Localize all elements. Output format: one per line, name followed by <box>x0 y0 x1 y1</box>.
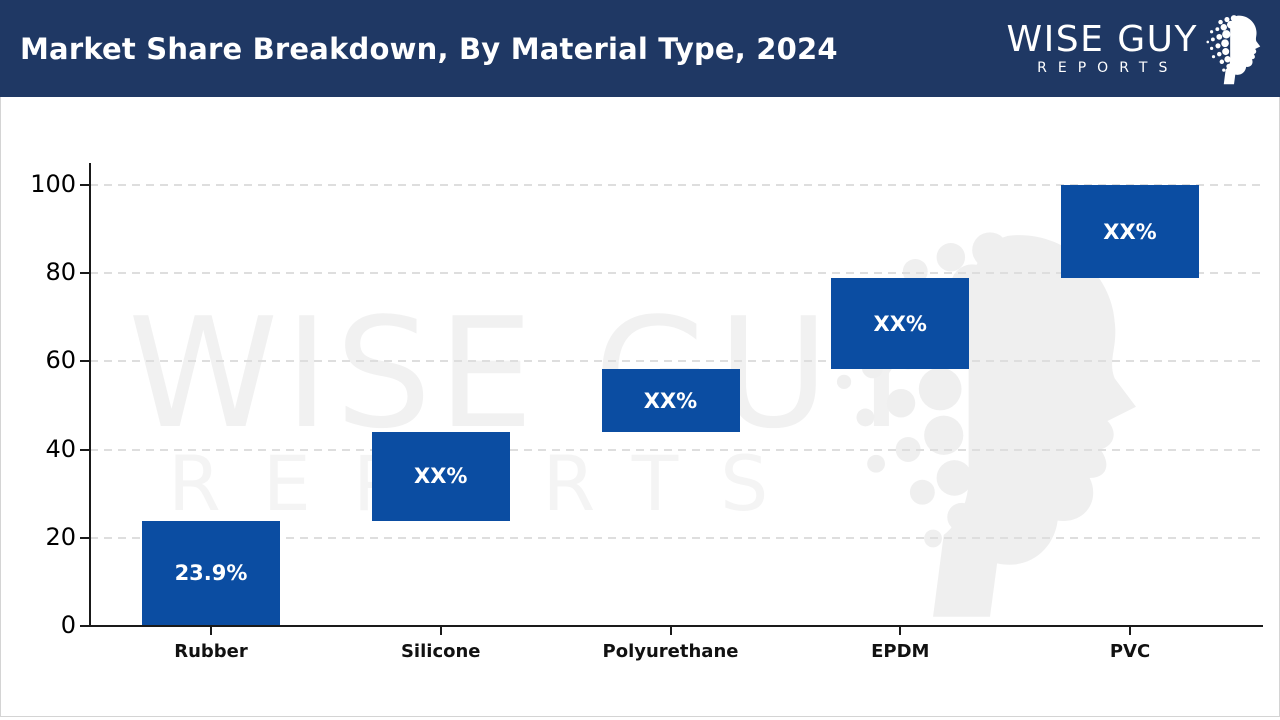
y-tick-label: 20 <box>45 522 76 551</box>
left-border-line <box>0 97 1 717</box>
bar-rubber: 23.9% <box>142 520 280 626</box>
y-tick-mark <box>80 625 89 627</box>
header: Market Share Breakdown, By Material Type… <box>0 0 1280 97</box>
bar-value-label: XX% <box>1103 219 1157 244</box>
x-tick-label: Polyurethane <box>602 641 739 662</box>
grid-line-40 <box>90 448 1262 451</box>
y-tick-mark <box>80 448 89 451</box>
x-tick-label: Silicone <box>400 641 481 662</box>
bar-polyurethane: XX% <box>601 369 740 433</box>
y-tick-mark <box>80 184 89 186</box>
y-axis-line <box>89 163 91 627</box>
bar-value-label: 23.9% <box>174 561 248 586</box>
chart-area: WISE GUY REPORTS 02040608010023.9%Rubber… <box>0 97 1280 720</box>
bottom-border-line <box>0 716 1280 717</box>
bar-value-label: XX% <box>414 464 468 489</box>
y-tick-label: 100 <box>30 170 76 198</box>
wise-guy-head-icon <box>1202 10 1266 88</box>
grid-line-60 <box>90 360 1262 363</box>
y-tick-label: 60 <box>45 346 76 375</box>
grid-line-20 <box>90 536 1262 539</box>
grid-line-80 <box>90 272 1262 275</box>
bar-value-label: XX% <box>873 311 927 336</box>
y-tick-label: 80 <box>45 258 76 287</box>
page-title: Market Share Breakdown, By Material Type… <box>20 31 838 66</box>
x-axis-line <box>87 625 1263 627</box>
bar-epdm: XX% <box>831 278 970 370</box>
x-tick-mark <box>439 627 442 635</box>
bar-value-label: XX% <box>643 388 698 413</box>
bar-silicone: XX% <box>371 432 510 521</box>
y-tick-mark <box>80 536 89 539</box>
x-tick-label: PVC <box>1109 641 1151 662</box>
x-tick-mark <box>669 627 672 635</box>
logo-subtext: REPORTS <box>1037 60 1179 77</box>
bar-pvc: XX% <box>1061 185 1199 279</box>
x-tick-mark <box>899 627 902 635</box>
y-tick-mark <box>80 272 89 275</box>
x-tick-mark <box>210 627 212 635</box>
brand-logo-text: WISE GUY REPORTS <box>1006 18 1199 77</box>
grid-line-100 <box>90 184 1262 186</box>
x-tick-label: Rubber <box>174 641 248 662</box>
y-tick-label: 40 <box>45 434 76 463</box>
watermark-wordmark: WISE GUY <box>128 285 934 462</box>
y-tick-label: 0 <box>60 611 76 639</box>
logo-wordmark: WISE GUY <box>1006 18 1198 60</box>
brand-logo: WISE GUY REPORTS <box>1007 10 1267 88</box>
x-tick-label: EPDM <box>871 641 930 662</box>
x-tick-mark <box>1129 627 1131 635</box>
y-tick-mark <box>80 360 89 363</box>
